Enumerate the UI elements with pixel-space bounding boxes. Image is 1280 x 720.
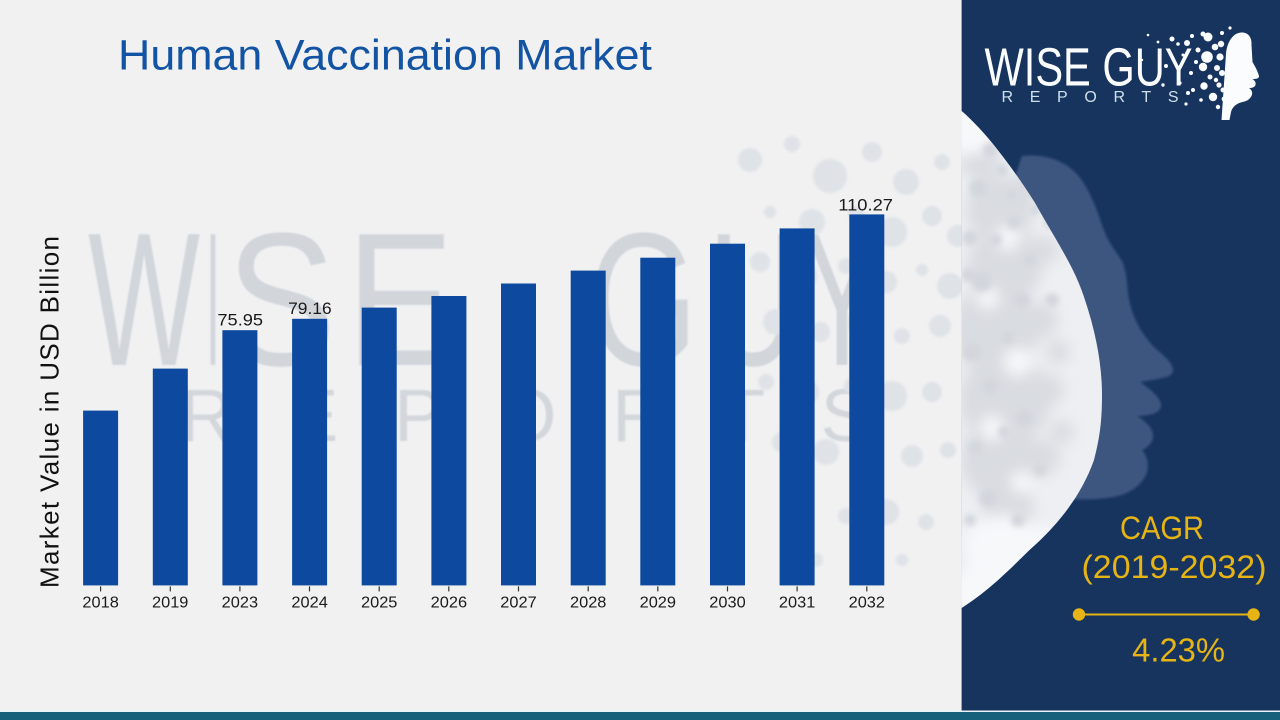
svg-text:2018: 2018: [82, 595, 119, 612]
svg-text:WISE GUY: WISE GUY: [985, 37, 1193, 97]
svg-text:2032: 2032: [849, 595, 886, 612]
svg-text:2028: 2028: [570, 595, 607, 612]
svg-text:CAGR: CAGR: [1120, 510, 1204, 546]
svg-text:110.27: 110.27: [838, 196, 893, 215]
svg-text:75.95: 75.95: [217, 310, 263, 329]
svg-text:(2019-2032): (2019-2032): [1082, 549, 1267, 585]
svg-text:2019: 2019: [152, 595, 189, 612]
svg-text:4.23%: 4.23%: [1132, 632, 1225, 669]
svg-text:2026: 2026: [431, 595, 468, 612]
svg-text:2031: 2031: [779, 595, 816, 612]
svg-text:79.16: 79.16: [288, 299, 332, 318]
svg-text:2029: 2029: [640, 595, 677, 612]
svg-text:2027: 2027: [500, 595, 537, 612]
svg-text:2025: 2025: [361, 595, 398, 612]
svg-text:2023: 2023: [222, 595, 259, 612]
svg-text:Human Vaccination Market: Human Vaccination Market: [118, 32, 652, 80]
svg-text:2024: 2024: [291, 595, 328, 612]
svg-text:I: I: [206, 194, 220, 406]
svg-text:Market Value in USD Billion: Market Value in USD Billion: [35, 236, 65, 588]
svg-text:2030: 2030: [709, 595, 746, 612]
